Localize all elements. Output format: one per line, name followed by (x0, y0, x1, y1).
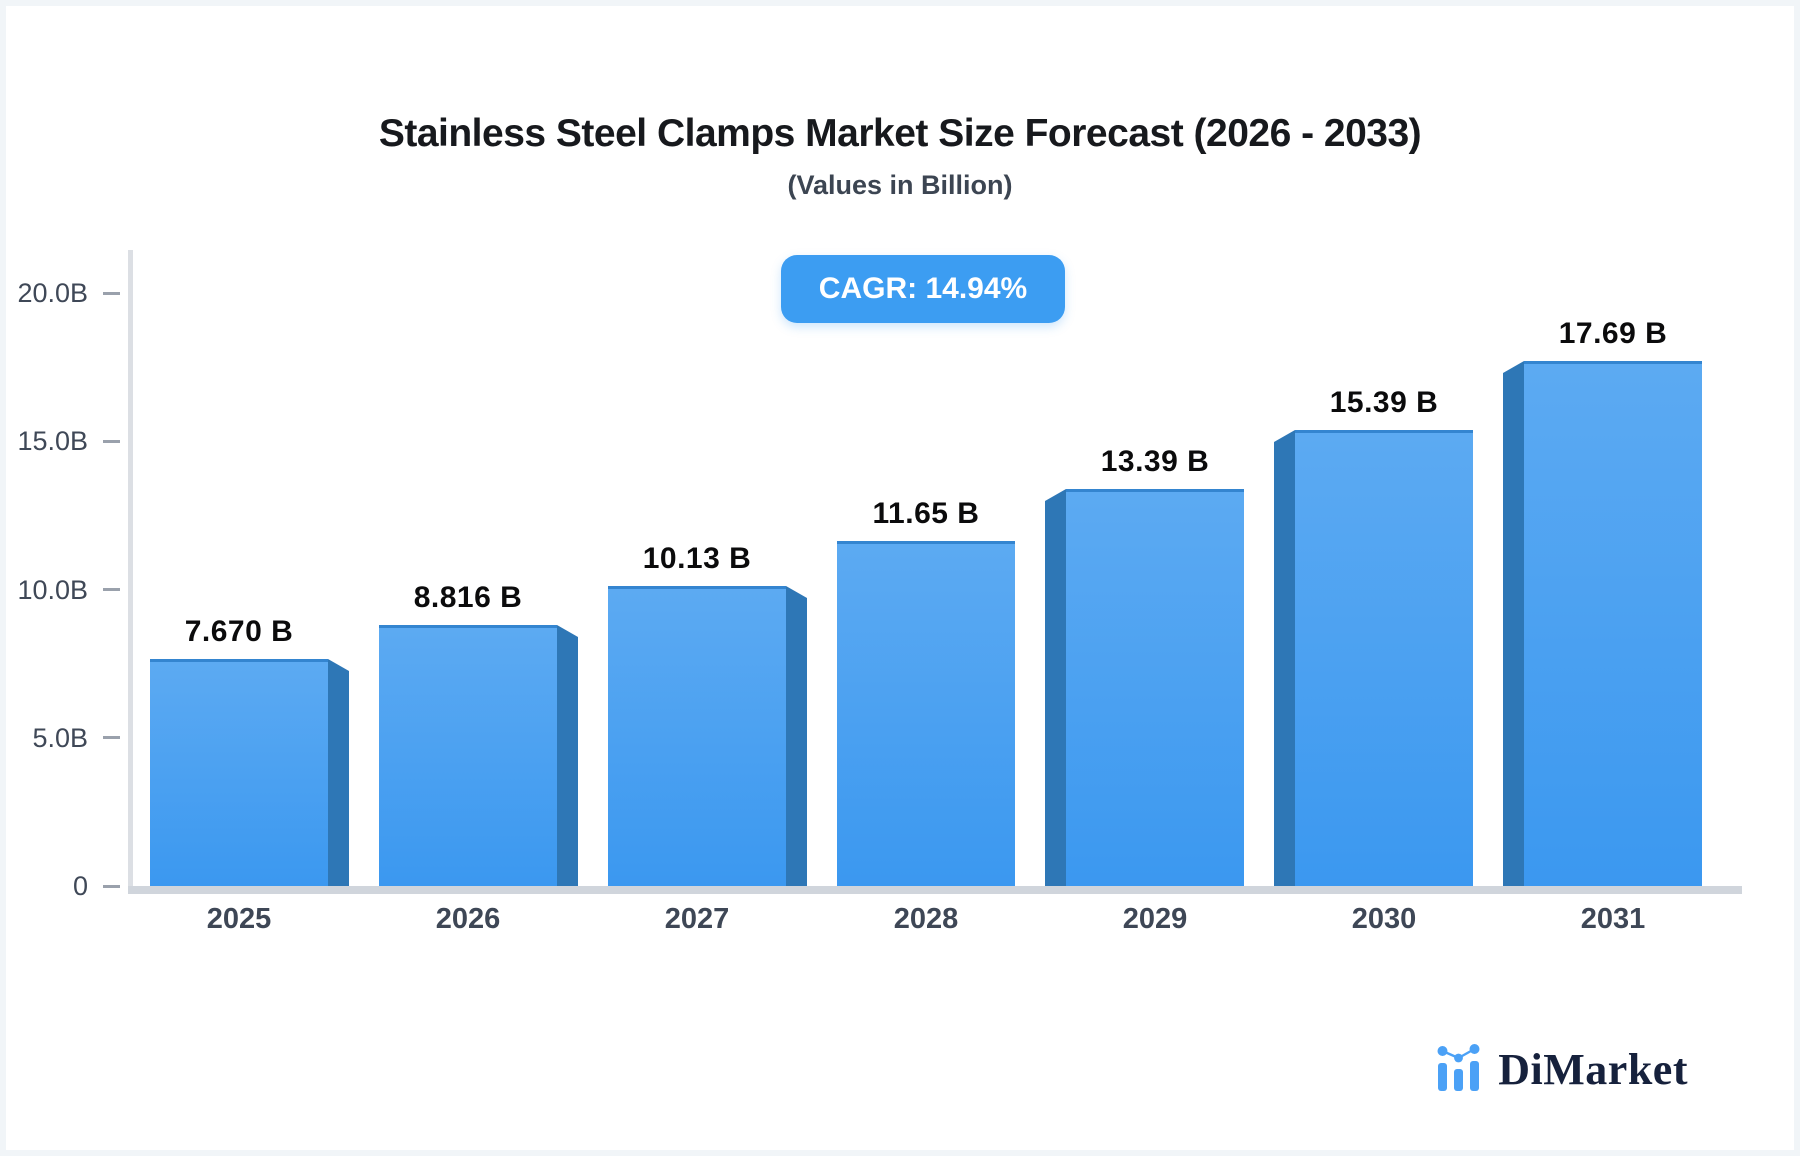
x-axis-label-2031: 2031 (1580, 903, 1646, 935)
bar-2030 (1295, 430, 1473, 886)
y-tick-mark (103, 884, 120, 888)
cagr-badge-label: CAGR: 14.94% (818, 272, 1028, 305)
bar-2031-3d-side (1503, 361, 1524, 886)
x-axis-label-2030: 2030 (1351, 903, 1417, 935)
bar-2030-3d-side (1274, 430, 1295, 886)
y-tick-mark (103, 439, 120, 443)
chart-title: Stainless Steel Clamps Market Size Forec… (378, 112, 1422, 155)
chart-subtitle: (Values in Billion) (787, 170, 1013, 200)
bar-2025 (150, 659, 328, 886)
y-tick-label-20.0B: 20.0B (17, 278, 88, 308)
bar-value-label-2025: 7.670 B (184, 615, 294, 648)
bar-2029 (1066, 489, 1244, 886)
bar-2025-3d-side (328, 659, 349, 886)
x-axis-label-2025: 2025 (206, 903, 272, 935)
y-axis-line (128, 250, 133, 894)
y-tick-mark (103, 588, 120, 591)
bar-2029-3d-side (1045, 489, 1066, 886)
bar-2028 (837, 541, 1015, 886)
cagr-badge: CAGR: 14.94% (781, 255, 1065, 323)
y-tick-mark (103, 291, 120, 295)
bar-value-label-2026: 8.816 B (413, 581, 523, 614)
x-axis-label-2028: 2028 (893, 903, 959, 935)
bar-value-label-2027: 10.13 B (642, 542, 752, 575)
bar-2031 (1524, 361, 1702, 886)
x-axis-label-2029: 2029 (1122, 903, 1188, 935)
y-tick-label-0: 0 (72, 871, 88, 901)
bar-2027-3d-side (786, 586, 807, 886)
y-tick-label-5.0B: 5.0B (32, 722, 88, 753)
y-tick-mark (103, 736, 120, 740)
y-tick-label-15.0B: 15.0B (17, 426, 88, 457)
logo-text: DiMarket (1498, 1044, 1688, 1094)
bar-2026-3d-side (557, 625, 578, 886)
bar-2026 (379, 625, 557, 886)
bar-2027 (608, 586, 786, 886)
x-axis-baseline (128, 886, 1742, 894)
x-axis-label-2026: 2026 (435, 903, 501, 935)
bar-value-label-2028: 11.65 B (872, 497, 980, 530)
y-tick-label-10.0B: 10.0B (17, 574, 88, 605)
bar-value-label-2031: 17.69 B (1558, 317, 1668, 350)
mini-bar-line-chart-icon (1437, 1044, 1480, 1091)
bar-value-label-2029: 13.39 B (1100, 445, 1210, 478)
bar-value-label-2030: 15.39 B (1329, 386, 1439, 419)
dimarket-logo: DiMarket (1434, 1038, 1688, 1100)
x-axis-label-2027: 2027 (664, 903, 730, 935)
